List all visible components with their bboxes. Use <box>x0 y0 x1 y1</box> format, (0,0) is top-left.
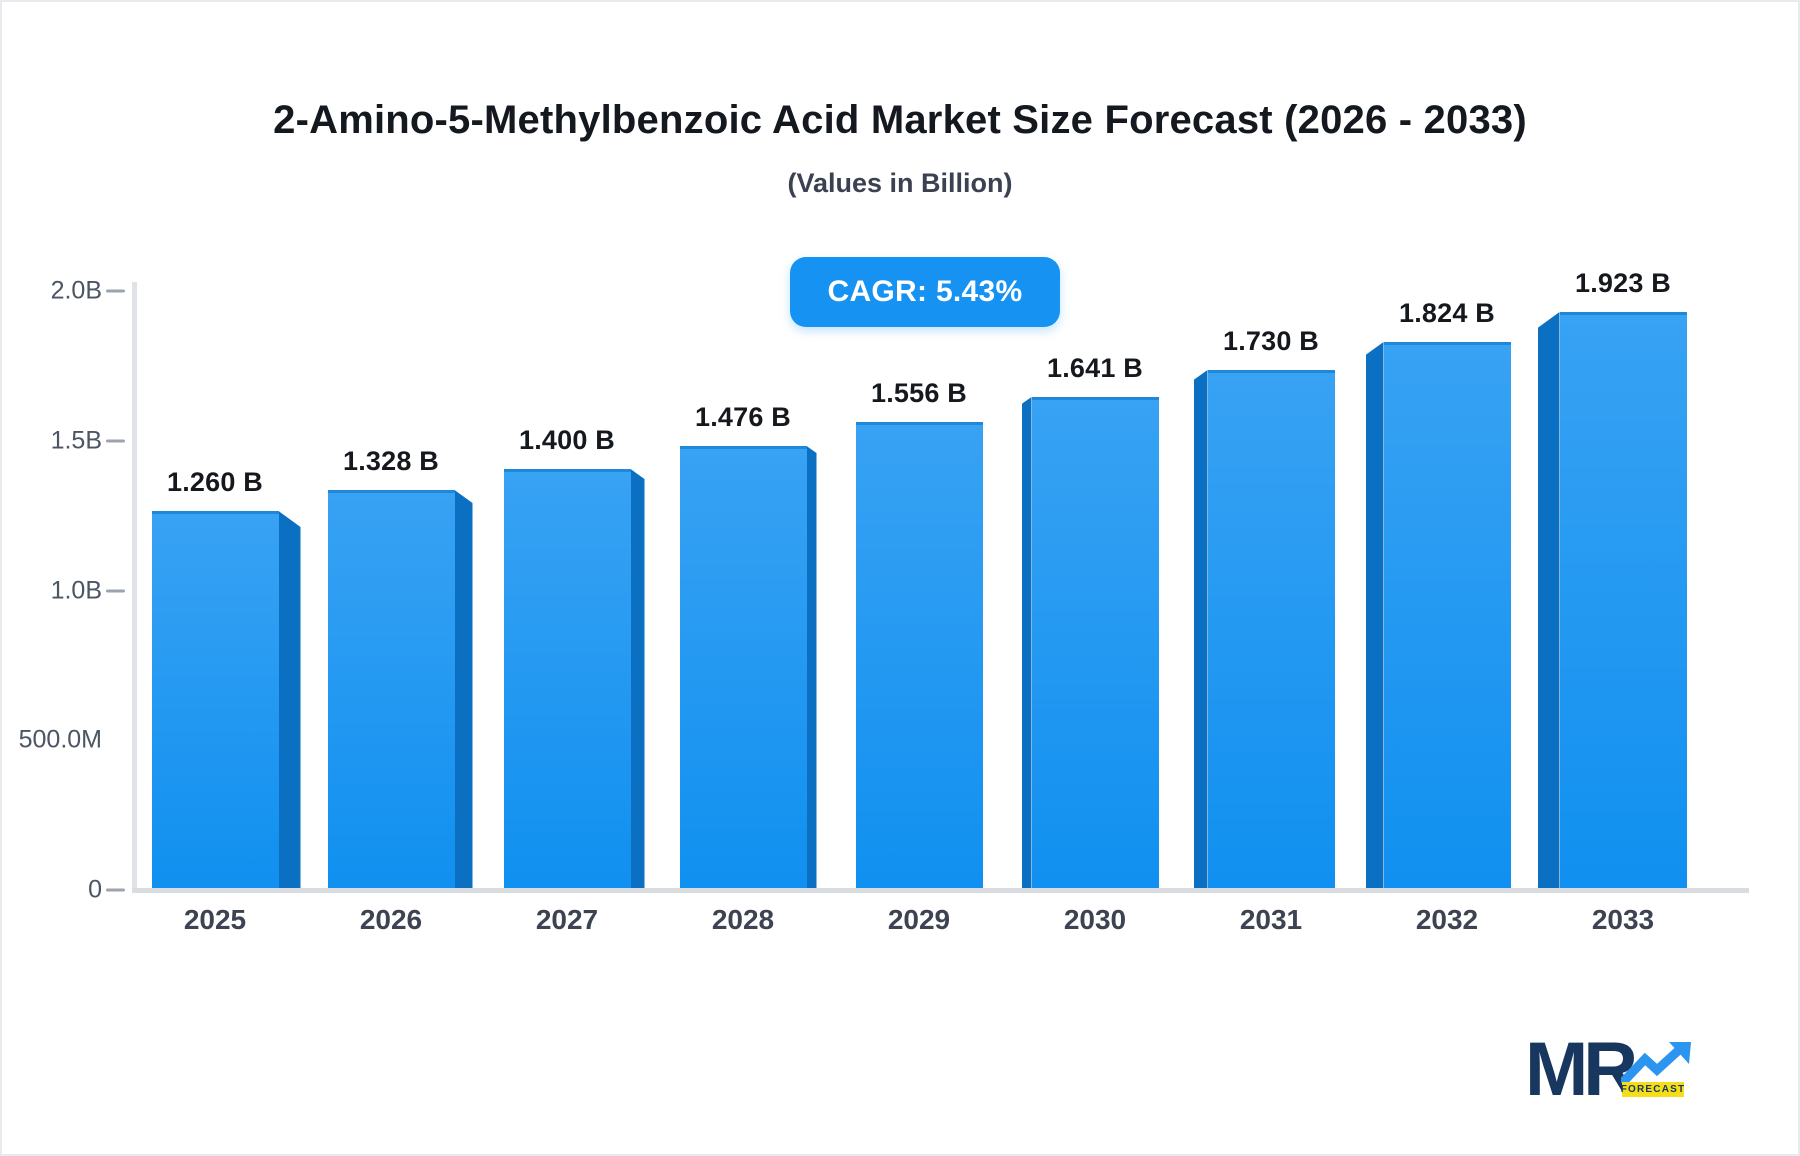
y-axis-tick-mark <box>106 888 125 892</box>
bar <box>1559 312 1687 888</box>
bar-side-left <box>1021 397 1032 888</box>
bar-value-label: 1.260 B <box>167 467 263 497</box>
x-axis-label: 2025 <box>183 904 247 935</box>
bar <box>679 446 807 888</box>
y-axis-tick-mark <box>106 439 125 443</box>
bar <box>151 511 279 888</box>
bar-side-right <box>630 469 645 888</box>
x-axis-label: 2031 <box>1239 904 1303 935</box>
bar-side-right <box>806 446 817 888</box>
chart-title: 2-Amino-5-Methylbenzoic Acid Market Size… <box>273 98 1527 142</box>
y-axis-tick-label: 500.0M <box>18 725 102 754</box>
y-axis-tick-label: 1.0B <box>50 576 102 604</box>
y-axis-tick-mark <box>106 289 125 293</box>
bar-value-label: 1.476 B <box>695 402 791 432</box>
bar <box>855 422 983 888</box>
logo-forecast-badge: FORECAST <box>1620 1082 1686 1097</box>
x-axis-label: 2026 <box>359 904 423 935</box>
logo-text: MR <box>1525 1027 1638 1112</box>
x-axis-label: 2029 <box>887 904 951 935</box>
cagr-badge-label: CAGR: 5.43% <box>827 275 1023 308</box>
bar-side-right <box>454 490 473 888</box>
bar <box>503 469 631 888</box>
bar-value-label: 1.641 B <box>1047 353 1143 383</box>
bar-side-left <box>1193 370 1208 888</box>
logo-forecast-label: FORECAST <box>1620 1084 1686 1095</box>
x-axis-label: 2028 <box>711 904 775 935</box>
x-axis-label: 2027 <box>535 904 599 935</box>
bar-side-right <box>278 511 301 888</box>
mr-forecast-logo: MR FORECAST <box>1525 1027 1705 1112</box>
x-axis-line <box>132 888 1749 893</box>
y-axis-line <box>132 282 137 892</box>
y-axis-tick-label: 2.0B <box>50 276 102 305</box>
bar <box>1207 370 1335 888</box>
bar-value-label: 1.730 B <box>1223 326 1319 356</box>
bar-side-left <box>1537 312 1560 888</box>
trend-arrow-icon <box>1621 1042 1691 1084</box>
bar-side-left <box>1365 342 1384 888</box>
y-axis-tick-label: 0 <box>88 875 102 904</box>
bar <box>1383 342 1511 888</box>
x-axis-label: 2032 <box>1415 904 1479 935</box>
bar-value-label: 1.923 B <box>1575 268 1671 298</box>
y-axis-tick-label: 1.5B <box>50 426 102 455</box>
chart-subtitle: (Values in Billion) <box>787 168 1013 198</box>
x-axis-label: 2033 <box>1591 904 1655 935</box>
x-axis-label: 2030 <box>1063 904 1127 935</box>
bar <box>327 490 455 888</box>
y-axis-tick-mark <box>106 589 125 592</box>
cagr-badge: CAGR: 5.43% <box>790 257 1060 327</box>
bar <box>1031 397 1159 888</box>
bar-value-label: 1.824 B <box>1399 298 1495 328</box>
bar-value-label: 1.556 B <box>871 378 967 408</box>
bar-value-label: 1.400 B <box>519 425 615 455</box>
bar-value-label: 1.328 B <box>343 446 439 476</box>
